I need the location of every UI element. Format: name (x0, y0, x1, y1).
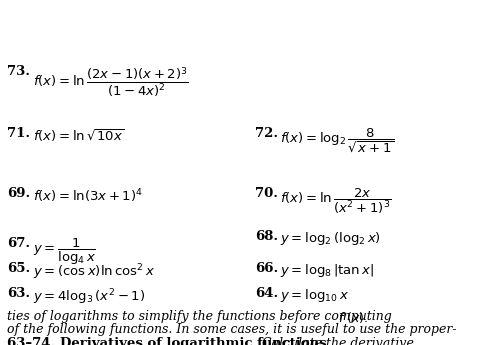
Text: 63.: 63. (7, 287, 30, 300)
Text: Calculate the derivative: Calculate the derivative (258, 337, 414, 345)
Text: of the following functions. In some cases, it is useful to use the proper-: of the following functions. In some case… (7, 323, 456, 336)
Text: $f(x) = \log_2\dfrac{8}{\sqrt{x+1}}$: $f(x) = \log_2\dfrac{8}{\sqrt{x+1}}$ (280, 127, 394, 155)
Text: 70.: 70. (255, 187, 278, 200)
Text: $y = \log_{10} x$: $y = \log_{10} x$ (280, 287, 349, 304)
Text: $y = \dfrac{1}{\log_4 x}$: $y = \dfrac{1}{\log_4 x}$ (33, 237, 96, 267)
Text: 64.: 64. (255, 287, 278, 300)
Text: $f(x) = \ln\dfrac{2x}{(x^2+1)^3}$: $f(x) = \ln\dfrac{2x}{(x^2+1)^3}$ (280, 187, 391, 216)
Text: 65.: 65. (7, 262, 30, 275)
Text: 69.: 69. (7, 187, 30, 200)
Text: 68.: 68. (255, 230, 278, 243)
Text: 67.: 67. (7, 237, 30, 250)
Text: $y = 4\log_3(x^2-1)$: $y = 4\log_3(x^2-1)$ (33, 287, 145, 307)
Text: $f(x) = \ln\dfrac{(2x-1)(x+2)^3}{(1-4x)^2}$: $f(x) = \ln\dfrac{(2x-1)(x+2)^3}{(1-4x)^… (33, 65, 189, 99)
Text: $f(x) = \ln(3x+1)^4$: $f(x) = \ln(3x+1)^4$ (33, 187, 143, 205)
Text: 72.: 72. (255, 127, 278, 140)
Text: $y = (\cos x)\ln\cos^2 x$: $y = (\cos x)\ln\cos^2 x$ (33, 262, 155, 282)
Text: $f'(x).$: $f'(x).$ (338, 310, 368, 325)
Text: ties of logarithms to simplify the functions before computing: ties of logarithms to simplify the funct… (7, 310, 396, 323)
Text: $f(x) = \ln\sqrt{10x}$: $f(x) = \ln\sqrt{10x}$ (33, 127, 125, 144)
Text: 71.: 71. (7, 127, 30, 140)
Text: 73.: 73. (7, 65, 30, 78)
Text: $y = \log_8|\tan x|$: $y = \log_8|\tan x|$ (280, 262, 374, 279)
Text: 66.: 66. (255, 262, 278, 275)
Text: 63–74. Derivatives of logarithmic functions: 63–74. Derivatives of logarithmic functi… (7, 337, 327, 345)
Text: $y = \log_2(\log_2 x)$: $y = \log_2(\log_2 x)$ (280, 230, 381, 247)
